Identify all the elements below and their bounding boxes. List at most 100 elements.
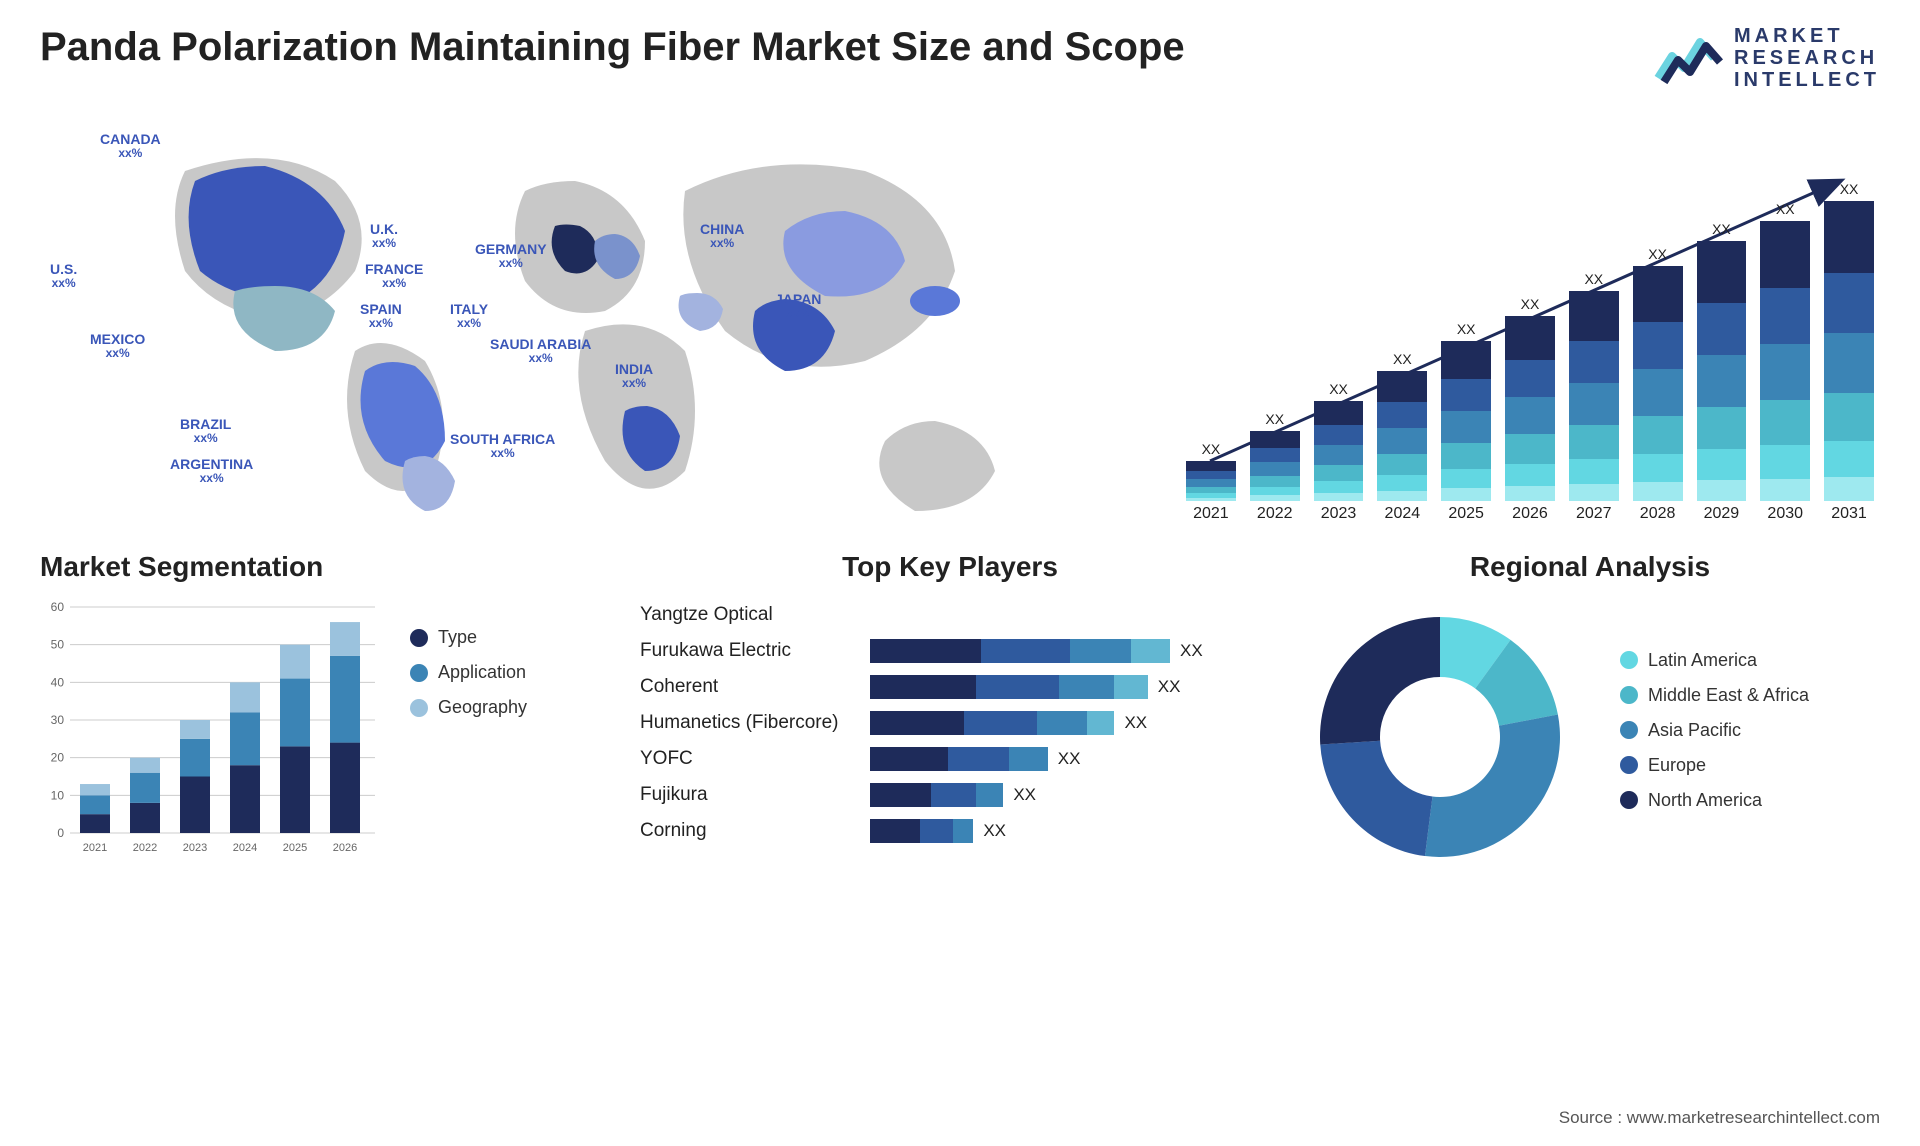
growth-bar: XX: [1824, 181, 1874, 501]
svg-text:60: 60: [51, 600, 65, 614]
growth-year-label: 2029: [1697, 505, 1747, 531]
svg-text:2021: 2021: [83, 842, 107, 854]
growth-bar-stack: [1186, 461, 1236, 501]
svg-text:2026: 2026: [333, 842, 357, 854]
growth-year-label: 2021: [1186, 505, 1236, 531]
map-label: U.S.xx%: [50, 261, 77, 291]
growth-year-label: 2030: [1760, 505, 1810, 531]
legend-dot-icon: [1620, 791, 1638, 809]
legend-label: Application: [438, 662, 526, 683]
top-row: CANADAxx%U.S.xx%MEXICOxx%BRAZILxx%ARGENT…: [0, 101, 1920, 531]
growth-bar-label: XX: [1648, 246, 1667, 262]
growth-bar: XX: [1314, 381, 1364, 501]
svg-text:2024: 2024: [233, 842, 257, 854]
segmentation-panel: Market Segmentation 01020304050602021202…: [40, 551, 600, 891]
player-value: XX: [1013, 785, 1036, 805]
growth-bar: XX: [1697, 221, 1747, 501]
growth-bar-label: XX: [1776, 201, 1795, 217]
logo-mark-icon: [1654, 28, 1724, 88]
legend-label: Latin America: [1648, 650, 1757, 671]
segmentation-title: Market Segmentation: [40, 551, 600, 583]
player-name: Fujikura: [640, 777, 860, 813]
growth-bar-stack: [1505, 316, 1555, 501]
legend-label: Asia Pacific: [1648, 720, 1741, 741]
logo-text: MARKET RESEARCH INTELLECT: [1734, 25, 1880, 91]
legend-dot-icon: [1620, 756, 1638, 774]
legend-item: Europe: [1620, 755, 1809, 776]
legend-label: North America: [1648, 790, 1762, 811]
regional-panel: Regional Analysis Latin AmericaMiddle Ea…: [1300, 551, 1880, 891]
player-bar-row: XX: [870, 705, 1260, 741]
map-label: U.K.xx%: [370, 221, 398, 251]
regional-donut: [1300, 597, 1580, 877]
map-label: MEXICOxx%: [90, 331, 145, 361]
legend-dot-icon: [410, 629, 428, 647]
world-map: CANADAxx%U.S.xx%MEXICOxx%BRAZILxx%ARGENT…: [0, 111, 1150, 531]
player-bar-row: XX: [870, 777, 1260, 813]
brand-logo: MARKET RESEARCH INTELLECT: [1654, 25, 1880, 91]
growth-year-label: 2028: [1633, 505, 1683, 531]
growth-bar-stack: [1824, 201, 1874, 501]
growth-year-label: 2031: [1824, 505, 1874, 531]
logo-line2: RESEARCH: [1734, 47, 1880, 69]
source-attribution: Source : www.marketresearchintellect.com: [1559, 1108, 1880, 1128]
legend-label: Europe: [1648, 755, 1706, 776]
map-label: CANADAxx%: [100, 131, 161, 161]
growth-bar: XX: [1441, 321, 1491, 501]
page-title: Panda Polarization Maintaining Fiber Mar…: [40, 25, 1185, 70]
legend-dot-icon: [1620, 686, 1638, 704]
map-label: SPAINxx%: [360, 301, 402, 331]
player-bar-row: XX: [870, 669, 1260, 705]
legend-item: North America: [1620, 790, 1809, 811]
map-label: SOUTH AFRICAxx%: [450, 431, 555, 461]
legend-item: Asia Pacific: [1620, 720, 1809, 741]
svg-text:2023: 2023: [183, 842, 207, 854]
player-name: Furukawa Electric: [640, 633, 860, 669]
player-bar-row: XX: [870, 633, 1260, 669]
segmentation-chart: 0102030405060202120222023202420252026: [40, 597, 380, 857]
player-value: XX: [1180, 641, 1203, 661]
growth-bar-stack: [1697, 241, 1747, 501]
player-bar-row: XX: [870, 741, 1260, 777]
player-name: YOFC: [640, 741, 860, 777]
growth-bar-label: XX: [1457, 321, 1476, 337]
player-names: Yangtze OpticalFurukawa ElectricCoherent…: [640, 597, 860, 849]
growth-year-label: 2025: [1441, 505, 1491, 531]
growth-bar: XX: [1505, 296, 1555, 501]
svg-text:2022: 2022: [133, 842, 157, 854]
legend-dot-icon: [1620, 721, 1638, 739]
map-label: SAUDI ARABIAxx%: [490, 336, 591, 366]
growth-bar-label: XX: [1521, 296, 1540, 312]
bottom-row: Market Segmentation 01020304050602021202…: [0, 531, 1920, 891]
growth-bar-label: XX: [1840, 181, 1859, 197]
legend-item: Latin America: [1620, 650, 1809, 671]
logo-line3: INTELLECT: [1734, 69, 1880, 91]
legend-item: Application: [410, 662, 527, 683]
player-name: Yangtze Optical: [640, 597, 860, 633]
player-bar-row: XX: [870, 813, 1260, 849]
svg-text:30: 30: [51, 713, 65, 727]
player-name: Coherent: [640, 669, 860, 705]
map-label: JAPANxx%: [775, 291, 821, 321]
regional-title: Regional Analysis: [1300, 551, 1880, 583]
growth-year-label: 2023: [1314, 505, 1364, 531]
growth-bar-label: XX: [1265, 411, 1284, 427]
legend-item: Type: [410, 627, 527, 648]
logo-line1: MARKET: [1734, 25, 1880, 47]
players-title: Top Key Players: [640, 551, 1260, 583]
player-bars: XX XX XX XX XX XX: [870, 597, 1260, 849]
players-panel: Top Key Players Yangtze OpticalFurukawa …: [640, 551, 1260, 891]
legend-dot-icon: [410, 664, 428, 682]
player-value: XX: [1124, 713, 1147, 733]
player-name: Humanetics (Fibercore): [640, 705, 860, 741]
growth-bar-label: XX: [1202, 441, 1221, 457]
player-name: Corning: [640, 813, 860, 849]
growth-bar: XX: [1186, 441, 1236, 501]
svg-text:50: 50: [51, 638, 65, 652]
player-value: XX: [1158, 677, 1181, 697]
growth-bar-stack: [1314, 401, 1364, 501]
growth-year-label: 2026: [1505, 505, 1555, 531]
legend-item: Geography: [410, 697, 527, 718]
svg-text:2025: 2025: [283, 842, 307, 854]
player-bar-row: [870, 597, 1260, 633]
